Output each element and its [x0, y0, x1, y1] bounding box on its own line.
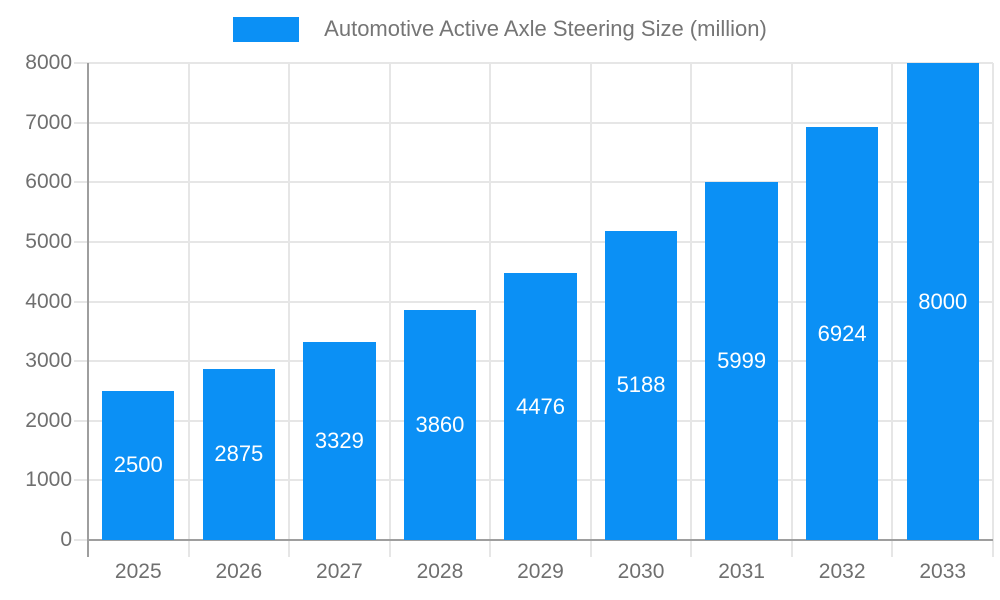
- bar-2025[interactable]: 2500: [102, 390, 175, 540]
- y-axis-tick-label: 2000: [25, 408, 72, 432]
- legend-swatch: [233, 16, 300, 42]
- bar-value-label: 2500: [113, 452, 163, 478]
- y-gridline: [74, 181, 993, 184]
- y-gridline: [74, 121, 993, 124]
- bar-value-label: 8000: [918, 288, 968, 314]
- bar-value-label: 5999: [717, 348, 767, 374]
- x-gridline: [690, 63, 693, 557]
- y-axis-tick-label: 7000: [25, 110, 72, 134]
- x-gridline: [489, 63, 492, 557]
- x-gridline: [187, 63, 190, 557]
- x-axis-tick-label: 2030: [617, 560, 665, 583]
- x-gridline: [288, 63, 291, 557]
- bar-2033[interactable]: 8000: [906, 63, 979, 540]
- x-gridline: [388, 63, 391, 557]
- y-axis-tick-label: 0: [60, 528, 72, 551]
- x-axis-tick-label: 2031: [718, 560, 765, 583]
- bar-2029[interactable]: 4476: [504, 273, 577, 540]
- x-axis-tick-label: 2032: [818, 560, 866, 583]
- x-axis-tick-label: 2026: [215, 560, 263, 583]
- bar-value-label: 5188: [616, 372, 666, 398]
- y-axis-tick-label: 3000: [25, 349, 72, 373]
- bar-2027[interactable]: 3329: [303, 341, 376, 540]
- bar-value-label: 6924: [817, 320, 867, 346]
- x-axis-tick-label: 2028: [416, 560, 464, 583]
- bar-2031[interactable]: 5999: [705, 182, 778, 540]
- legend[interactable]: Automotive Active Axle Steering Size (mi…: [0, 16, 1000, 42]
- y-axis-tick-label: 8000: [25, 51, 72, 74]
- bar-2028[interactable]: 3860: [403, 309, 477, 540]
- y-axis-tick-label: 1000: [25, 468, 72, 492]
- legend-series-label: Automotive Active Axle Steering Size (mi…: [324, 16, 767, 41]
- x-gridline: [589, 63, 592, 557]
- bar-value-label: 4476: [516, 393, 565, 419]
- y-axis-tick-label: 5000: [25, 229, 72, 253]
- y-gridline: [74, 62, 993, 64]
- y-axis-tick-label: 4000: [25, 289, 72, 313]
- bar-2032[interactable]: 6924: [805, 127, 879, 540]
- y-axis-tick-label: 6000: [25, 170, 72, 194]
- x-axis-tick-label: 2033: [919, 560, 967, 583]
- bar-value-label: 3860: [415, 411, 465, 437]
- x-axis-line: [88, 539, 993, 541]
- x-gridline: [891, 63, 894, 557]
- bar-2026[interactable]: 2875: [202, 368, 276, 540]
- x-axis-tick-label: 2029: [517, 560, 564, 583]
- bar-value-label: 2875: [214, 441, 264, 467]
- x-gridline: [992, 63, 994, 557]
- bar-value-label: 3329: [314, 427, 364, 453]
- y-axis-line: [87, 63, 89, 557]
- x-axis-tick-label: 2025: [114, 560, 162, 583]
- x-gridline: [790, 63, 793, 557]
- bar-2030[interactable]: 5188: [604, 230, 678, 540]
- y-gridline: [74, 240, 993, 243]
- x-axis-tick-label: 2027: [316, 560, 363, 583]
